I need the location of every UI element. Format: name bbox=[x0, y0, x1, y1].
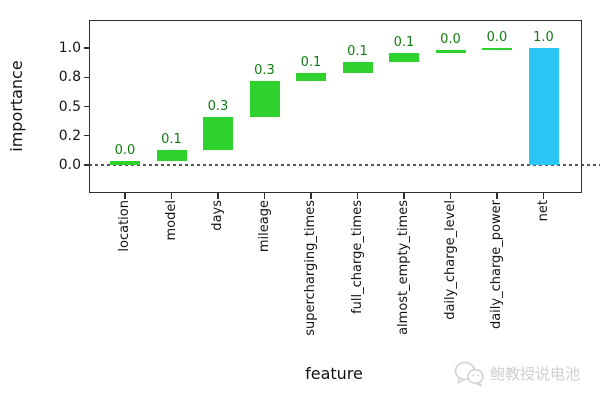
bar-full_charge_times bbox=[342, 62, 373, 73]
bar-mileage bbox=[249, 80, 280, 118]
y-tick-label-1.0: 1.0 bbox=[58, 40, 81, 57]
bar-daily_charge_level bbox=[435, 50, 466, 53]
bar-value-label-daily_charge_level: 0.0 bbox=[440, 32, 461, 48]
plot-area-frame bbox=[89, 20, 582, 193]
x-tick-mark-location bbox=[124, 193, 126, 199]
x-tick-label-daily_charge_level: daily_charge_level bbox=[442, 200, 458, 320]
x-tick-mark-model bbox=[170, 193, 173, 199]
x-tick-mark-full_charge_times bbox=[356, 193, 359, 199]
bar-value-label-model: 0.1 bbox=[161, 131, 182, 147]
y-tick-mark-0.0 bbox=[84, 164, 89, 166]
x-tick-label-location: location bbox=[117, 200, 132, 252]
x-tick-label-days: days bbox=[210, 200, 225, 231]
y-tick-mark-1.0 bbox=[84, 47, 89, 49]
x-tick-mark-net bbox=[542, 193, 545, 199]
x-tick-mark-days bbox=[217, 193, 219, 199]
x-tick-label-supercharging_times: supercharging_times bbox=[303, 200, 318, 336]
x-tick-mark-mileage bbox=[263, 193, 266, 199]
x-tick-mark-supercharging_times bbox=[310, 193, 312, 199]
x-tick-label-net: net bbox=[535, 200, 551, 222]
bar-supercharging_times bbox=[296, 72, 326, 81]
bar-value-label-location: 0.0 bbox=[114, 143, 136, 159]
bar-value-label-supercharging_times: 0.1 bbox=[300, 54, 322, 70]
watermark-text: 鲍教授说电池 bbox=[489, 364, 580, 383]
x-tick-mark-almost_empty_times bbox=[403, 193, 405, 199]
bar-value-label-net: 1.0 bbox=[533, 30, 554, 46]
x-tick-label-almost_empty_times: almost_empty_times bbox=[396, 200, 411, 335]
bar-value-label-almost_empty_times: 0.1 bbox=[393, 34, 415, 50]
bar-value-label-days: 0.3 bbox=[207, 99, 229, 115]
y-tick-mark-0.8 bbox=[84, 76, 89, 79]
x-tick-label-model: model bbox=[163, 200, 179, 241]
x-tick-mark-daily_charge_power bbox=[496, 193, 498, 199]
bar-value-label-daily_charge_power: 0.0 bbox=[486, 30, 508, 46]
x-tick-label-full_charge_times: full_charge_times bbox=[349, 200, 365, 314]
y-tick-label-0.2: 0.2 bbox=[58, 127, 81, 144]
wechat-logo-icon bbox=[454, 361, 484, 387]
bar-daily_charge_power bbox=[482, 48, 512, 51]
x-axis-label: feature bbox=[305, 364, 363, 383]
bar-almost_empty_times bbox=[389, 52, 419, 63]
bar-value-label-full_charge_times: 0.1 bbox=[347, 44, 368, 60]
y-axis-label: importance bbox=[7, 60, 26, 152]
y-tick-label-0.0: 0.0 bbox=[58, 156, 81, 173]
x-tick-mark-daily_charge_level bbox=[449, 193, 452, 199]
bar-days bbox=[203, 117, 233, 150]
x-tick-label-mileage: mileage bbox=[256, 200, 272, 253]
bar-value-label-mileage: 0.3 bbox=[254, 62, 275, 78]
bar-location bbox=[110, 161, 140, 165]
watermark: 鲍教授说电池 bbox=[453, 360, 580, 387]
y-tick-label-0.8: 0.8 bbox=[58, 69, 81, 86]
y-tick-label-0.5: 0.5 bbox=[58, 98, 81, 115]
y-tick-mark-0.2 bbox=[84, 134, 89, 137]
x-tick-label-daily_charge_power: daily_charge_power bbox=[489, 200, 504, 330]
y-tick-mark-0.5 bbox=[84, 105, 89, 108]
bar-net bbox=[528, 48, 559, 165]
zero-dashed-line bbox=[89, 164, 600, 166]
bar-model bbox=[156, 149, 187, 162]
